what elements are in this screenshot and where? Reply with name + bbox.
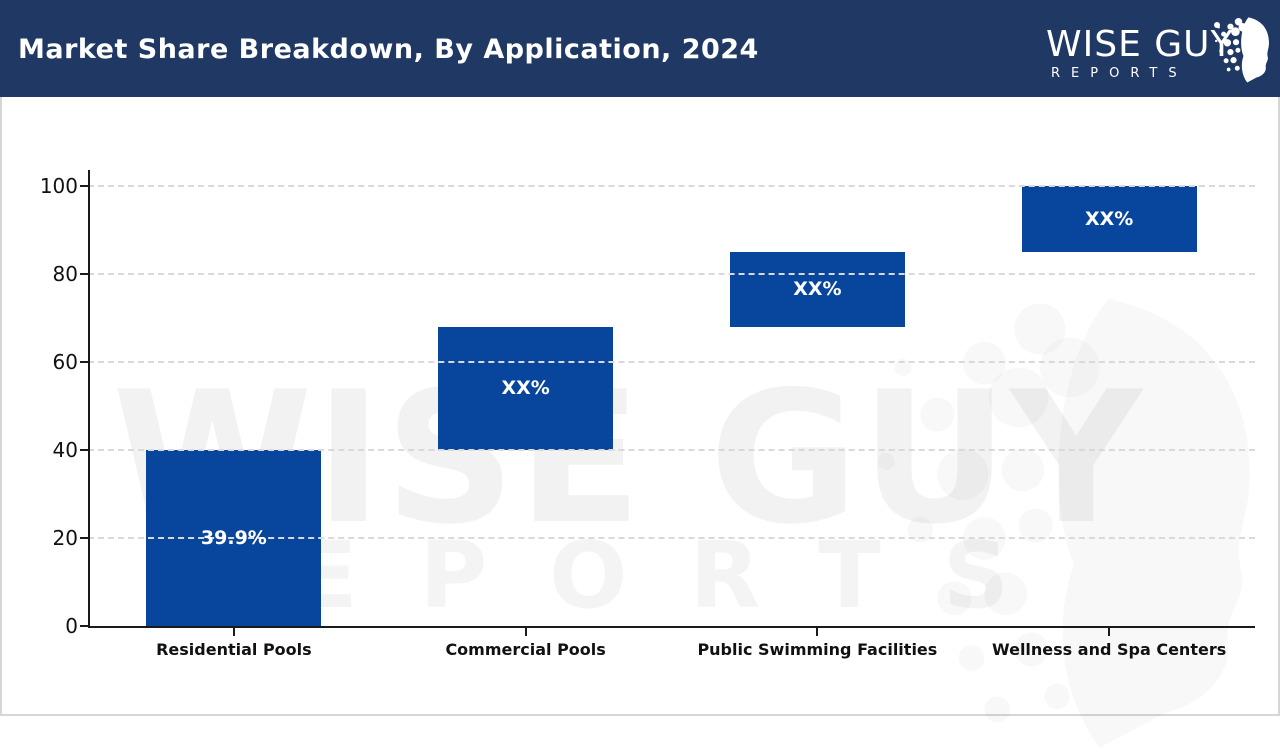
x-axis-label: Residential Pools (156, 640, 312, 659)
gridline (88, 449, 1255, 451)
y-tick-mark (80, 449, 88, 451)
y-axis-spine (88, 170, 90, 628)
y-tick-label: 80 (52, 262, 78, 286)
y-tick-label: 20 (52, 526, 78, 550)
bar-value-label: 39.9% (200, 527, 267, 550)
bar-segment (1021, 186, 1197, 252)
watermark-face-logo (827, 282, 1280, 752)
logo-face-icon (1214, 17, 1269, 83)
logo-y-dot (1214, 22, 1220, 28)
gridline (88, 537, 1255, 539)
gridline (88, 361, 1255, 363)
chart-title: Market Share Breakdown, By Application, … (18, 34, 759, 65)
y-tick-mark (80, 185, 88, 187)
y-tick-label: 0 (65, 614, 78, 638)
bar-segment (729, 252, 905, 327)
bar-segment (438, 326, 614, 450)
header-bar: Market Share Breakdown, By Application, … (0, 0, 1280, 97)
y-tick-mark (80, 537, 88, 539)
gridline (88, 185, 1255, 187)
x-tick-mark (232, 628, 235, 636)
x-axis-spine (88, 626, 1255, 628)
wise-guy-reports-logo: WISE GUY REPORTS (1018, 6, 1269, 92)
x-axis-label: Commercial Pools (445, 640, 606, 659)
y-tick-label: 40 (52, 438, 78, 462)
logo-subtitle: REPORTS (1051, 66, 1188, 81)
y-tick-mark (80, 625, 88, 627)
bar-value-label: XX% (501, 377, 550, 400)
x-tick-mark (1108, 628, 1111, 636)
x-tick-mark (816, 628, 819, 636)
bar-value-label: XX% (1084, 208, 1134, 230)
gridline (88, 273, 1255, 275)
x-tick-mark (524, 628, 527, 636)
y-tick-mark (80, 273, 88, 275)
chart-panel: WISE GUY REPORTS 02040608010039.9%Reside… (0, 97, 1280, 716)
y-tick-label: 60 (52, 350, 78, 374)
bar-value-label: XX% (793, 278, 842, 301)
y-tick-mark (80, 361, 88, 363)
y-tick-label: 100 (39, 174, 78, 198)
logo-wordmark: WISE GUY (1046, 24, 1234, 65)
x-axis-label: Public Swimming Facilities (697, 640, 938, 659)
x-axis-label: Wellness and Spa Centers (992, 640, 1227, 659)
